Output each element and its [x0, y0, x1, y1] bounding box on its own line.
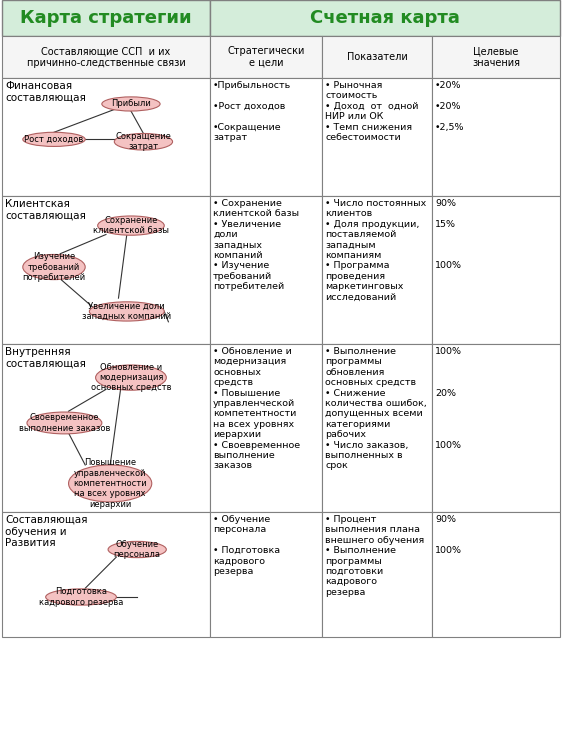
Text: • Обновление и
модернизация
основных
средств
• Повышение
управленческой
компетен: • Обновление и модернизация основных сре…	[213, 347, 300, 470]
Text: Внутренняя
составляющая: Внутренняя составляющая	[5, 347, 86, 368]
Text: 90%

15%



100%: 90% 15% 100%	[435, 199, 462, 270]
Text: •Прибыльность

•Рост доходов

•Сокращение
затрат: •Прибыльность •Рост доходов •Сокращение …	[213, 81, 291, 142]
Bar	[210, 196, 322, 344]
Text: Составляющие ССП  и их
причинно-следственные связи: Составляющие ССП и их причинно-следствен…	[26, 46, 185, 68]
Ellipse shape	[102, 97, 160, 111]
Text: Составляющая
обучения и
Развития: Составляющая обучения и Развития	[5, 515, 88, 548]
Bar	[210, 78, 322, 196]
Bar	[432, 196, 560, 344]
Text: •20%

•20%

•2,5%: •20% •20% •2,5%	[435, 81, 465, 131]
Bar	[2, 0, 210, 36]
Text: Целевые
значения: Целевые значения	[472, 46, 520, 68]
Text: Повышение
управленческой
компетентности
на всех уровнях
иерархии: Повышение управленческой компетентности …	[74, 458, 147, 508]
Text: • Рыночная
стоимость
• Доход  от  одной
НИР или ОК
• Темп снижения
себестоимости: • Рыночная стоимость • Доход от одной НИ…	[325, 81, 419, 142]
Text: Подготовка
кадрового резерва: Подготовка кадрового резерва	[39, 587, 123, 607]
Text: 100%



20%




100%: 100% 20% 100%	[435, 347, 462, 449]
Ellipse shape	[98, 216, 164, 235]
Text: Стратегически
е цели: Стратегически е цели	[227, 46, 305, 68]
Ellipse shape	[23, 132, 85, 146]
Text: Финансовая
составляющая: Финансовая составляющая	[5, 81, 86, 103]
Ellipse shape	[96, 365, 166, 390]
Bar	[322, 512, 432, 637]
Text: 90%


100%: 90% 100%	[435, 515, 462, 555]
Ellipse shape	[69, 465, 152, 502]
Text: Своевременное
выполнение заказов: Своевременное выполнение заказов	[19, 413, 110, 432]
Text: • Обучение
персонала

• Подготовка
кадрового
резерва: • Обучение персонала • Подготовка кадров…	[213, 515, 280, 576]
Ellipse shape	[114, 134, 173, 150]
Text: Рост доходов: Рост доходов	[24, 135, 84, 144]
Ellipse shape	[23, 255, 85, 280]
Text: Клиентская
составляющая: Клиентская составляющая	[5, 199, 86, 221]
Bar	[322, 78, 432, 196]
Ellipse shape	[46, 589, 116, 605]
Text: • Сохранение
клиентской базы
• Увеличение
доли
западных
компаний
• Изучение
треб: • Сохранение клиентской базы • Увеличени…	[213, 199, 299, 292]
Bar	[2, 512, 210, 637]
Text: • Выполнение
программы
обновления
основных средств
• Снижение
количества ошибок,: • Выполнение программы обновления основн…	[325, 347, 427, 470]
Ellipse shape	[108, 542, 166, 558]
Text: Сохранение
клиентской базы: Сохранение клиентской базы	[93, 216, 169, 235]
Bar	[432, 78, 560, 196]
Text: Обновление и
модернизация
основных средств: Обновление и модернизация основных средс…	[90, 362, 171, 393]
Text: Счетная карта: Счетная карта	[310, 9, 460, 27]
Text: Увеличение доли
западных компаний: Увеличение доли западных компаний	[82, 302, 171, 321]
Bar	[2, 36, 210, 78]
Text: Показатели: Показатели	[347, 52, 407, 62]
Bar	[210, 344, 322, 512]
Bar	[210, 0, 560, 36]
Bar	[432, 36, 560, 78]
Text: • Число постоянных
клиентов
• Доля продукции,
поставляемой
западным
компаниям
• : • Число постоянных клиентов • Доля проду…	[325, 199, 426, 302]
Bar	[2, 344, 210, 512]
Bar	[2, 78, 210, 196]
Text: Сокращение
затрат: Сокращение затрат	[116, 132, 171, 151]
Bar	[432, 344, 560, 512]
Text: Изучение
требований
потребителей: Изучение требований потребителей	[22, 252, 85, 282]
Bar	[322, 196, 432, 344]
Bar	[322, 344, 432, 512]
Text: Прибыли: Прибыли	[111, 100, 151, 108]
Bar	[322, 36, 432, 78]
Bar	[432, 512, 560, 637]
Text: Обучение
персонала: Обучение персонала	[114, 539, 161, 559]
Text: • Процент
выполнения плана
внешнего обучения
• Выполнение
программы
подготовки
к: • Процент выполнения плана внешнего обуч…	[325, 515, 424, 597]
Bar	[210, 36, 322, 78]
Ellipse shape	[89, 302, 164, 321]
Bar	[2, 196, 210, 344]
Bar	[210, 512, 322, 637]
Text: Карта стратегии: Карта стратегии	[20, 9, 192, 27]
Ellipse shape	[27, 412, 102, 434]
